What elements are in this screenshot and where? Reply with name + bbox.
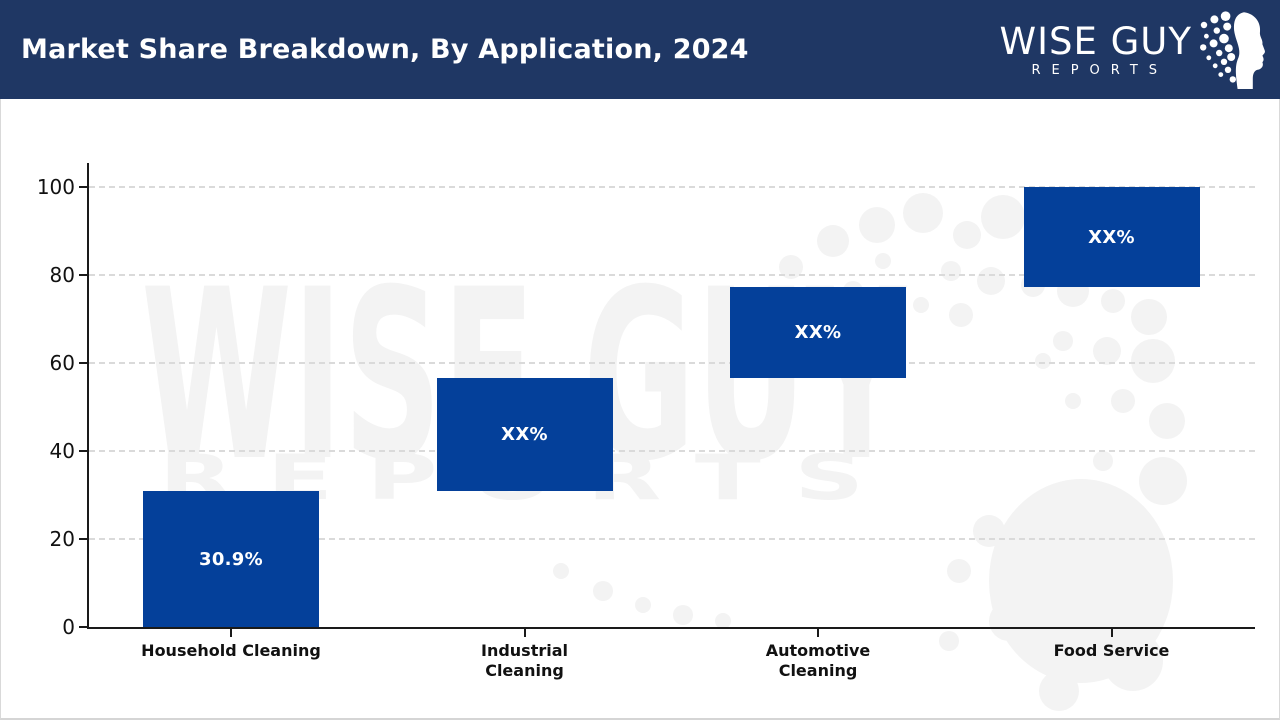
chart-area: WISE GUY R E P O R T S — [0, 99, 1280, 720]
logo-text: WISE GUY REPORTS — [999, 19, 1192, 78]
y-tick-label: 60 — [49, 351, 75, 375]
y-tick-label: 100 — [36, 175, 75, 199]
bar-food-service: XX% — [1023, 187, 1200, 288]
x-tick-2 — [817, 629, 819, 637]
x-tick-1 — [523, 629, 526, 637]
y-tick-80 — [79, 274, 87, 276]
bar-value-label: XX% — [794, 322, 842, 344]
bar-value-label: 30.9% — [199, 548, 263, 570]
x-tick-0 — [230, 629, 232, 637]
x-axis-line — [87, 627, 1255, 629]
gridline-60 — [89, 362, 1255, 364]
y-tick-label: 80 — [49, 263, 75, 287]
watermark-face-dots — [553, 193, 1187, 711]
bar-value-label: XX% — [501, 423, 548, 445]
gridline-80 — [89, 274, 1255, 276]
y-tick-60 — [79, 362, 87, 364]
y-tick-20 — [79, 538, 87, 540]
page-title: Market Share Breakdown, By Application, … — [21, 34, 749, 65]
y-tick-label: 0 — [62, 615, 75, 639]
logo-wordmark: WISE GUY — [999, 19, 1192, 63]
y-tick-40 — [79, 450, 87, 452]
logo-subtitle: REPORTS — [1031, 62, 1169, 78]
x-category-label: Automotive Cleaning — [765, 641, 871, 680]
header: Market Share Breakdown, By Application, … — [0, 0, 1280, 99]
y-tick-label: 40 — [49, 439, 75, 463]
gridline-40 — [89, 450, 1255, 452]
gridline-100 — [89, 186, 1255, 188]
wise-guy-logo: WISE GUY REPORTS — [1000, 6, 1268, 92]
y-tick-0 — [79, 626, 87, 628]
x-category-label: Industrial Cleaning — [480, 641, 568, 680]
y-tick-label: 20 — [49, 527, 75, 551]
logo-face-icon — [1200, 11, 1265, 90]
x-category-label: Food Service — [1053, 641, 1170, 660]
bar-automotive-cleaning: XX% — [730, 287, 906, 378]
x-tick-3 — [1110, 629, 1113, 637]
bar-industrial-cleaning: XX% — [436, 377, 613, 492]
y-axis-line — [87, 163, 89, 629]
x-category-label: Household Cleaning — [141, 641, 321, 660]
bar-value-label: XX% — [1088, 226, 1135, 248]
gridline-20 — [89, 538, 1255, 540]
y-tick-100 — [79, 186, 87, 188]
bar-household-cleaning: 30.9% — [143, 491, 319, 627]
